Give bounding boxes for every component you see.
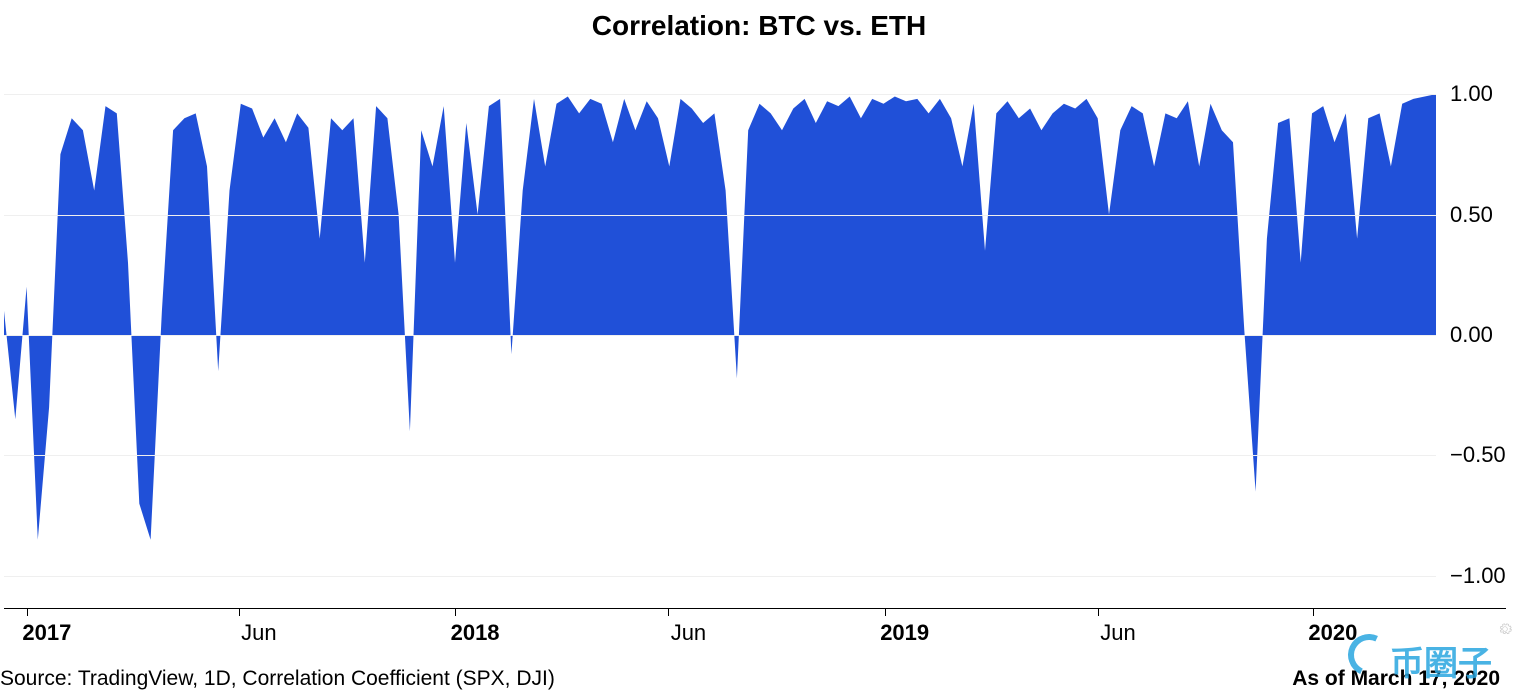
x-tick-label: Jun [241, 620, 276, 646]
source-caption: Source: TradingView, 1D, Correlation Coe… [0, 667, 555, 691]
gridline [4, 576, 1436, 577]
gridline [4, 215, 1436, 216]
y-tick-label: 0.50 [1450, 202, 1493, 228]
x-tick [885, 608, 886, 616]
x-tick [1313, 608, 1314, 616]
x-tick-label: 2018 [451, 620, 500, 646]
x-tick [27, 608, 28, 616]
gridline [4, 94, 1436, 95]
x-tick-label: 2019 [880, 620, 929, 646]
y-tick-label: 0.00 [1450, 322, 1493, 348]
x-tick-label: Jun [1100, 620, 1135, 646]
chart-title: Correlation: BTC vs. ETH [0, 0, 1518, 42]
y-tick-label: −1.00 [1450, 563, 1506, 589]
x-tick [455, 608, 456, 616]
x-tick [1098, 608, 1099, 616]
x-tick-label: 2020 [1308, 620, 1357, 646]
x-tick-label: 2017 [22, 620, 71, 646]
gridline [4, 455, 1436, 456]
x-tick [239, 608, 240, 616]
y-tick-label: 1.00 [1450, 81, 1493, 107]
gear-icon[interactable] [1498, 622, 1512, 641]
x-axis-line [4, 608, 1506, 609]
watermark-text: 币圈子 [1390, 636, 1492, 685]
y-tick-label: −0.50 [1450, 442, 1506, 468]
x-tick-label: Jun [671, 620, 706, 646]
gridline [4, 335, 1436, 336]
x-tick [668, 608, 669, 616]
